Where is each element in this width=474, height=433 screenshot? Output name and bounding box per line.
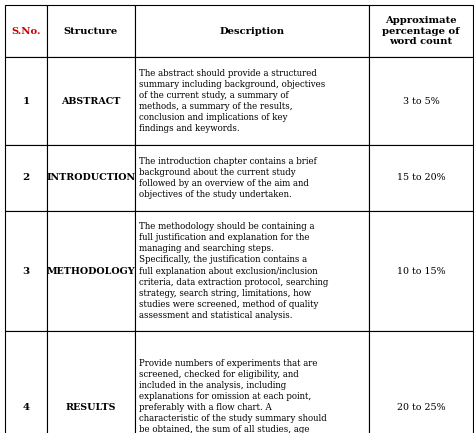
Bar [369,211,473,331]
Text: METHODOLOGY: METHODOLOGY [46,266,135,275]
Text: ABSTRACT: ABSTRACT [61,97,121,106]
Text: INTRODUCTION: INTRODUCTION [46,174,136,182]
Bar [47,145,135,211]
Text: The introduction chapter contains a brief
background about the current study
fol: The introduction chapter contains a brie… [139,157,317,199]
Bar [47,5,135,57]
Text: Approximate
percentage of
word count: Approximate percentage of word count [382,16,460,46]
Bar [135,211,369,331]
Bar [135,57,369,145]
Text: 4: 4 [22,403,29,412]
Text: Description: Description [219,26,284,36]
Text: RESULTS: RESULTS [66,403,116,412]
Bar [135,331,369,433]
Bar [369,5,473,57]
Text: S.No.: S.No. [11,26,41,36]
Bar [369,57,473,145]
Text: The abstract should provide a structured
summary including background, objective: The abstract should provide a structured… [139,69,325,133]
Text: Structure: Structure [64,26,118,36]
Bar [47,211,135,331]
Text: Provide numbers of experiments that are
screened, checked for eligibility, and
i: Provide numbers of experiments that are … [139,359,327,433]
Bar [5,145,47,211]
Text: The methodology should be containing a
full justification and explanation for th: The methodology should be containing a f… [139,222,328,320]
Text: 1: 1 [22,97,29,106]
Text: 10 to 15%: 10 to 15% [397,266,445,275]
Text: 2: 2 [22,174,29,182]
Bar [47,57,135,145]
Bar [5,331,47,433]
Bar [5,5,47,57]
Bar [369,331,473,433]
Text: 3 to 5%: 3 to 5% [402,97,439,106]
Bar [47,331,135,433]
Bar [369,145,473,211]
Text: 3: 3 [22,266,29,275]
Text: 20 to 25%: 20 to 25% [397,403,445,412]
Text: 15 to 20%: 15 to 20% [397,174,445,182]
Bar [5,211,47,331]
Bar [135,5,369,57]
Bar [135,145,369,211]
Bar [5,57,47,145]
